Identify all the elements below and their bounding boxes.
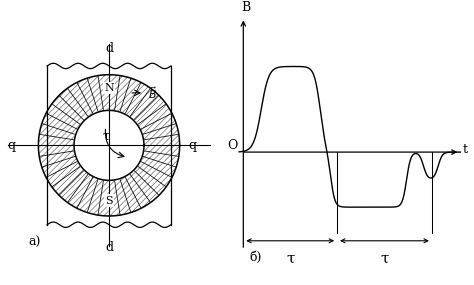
Text: d: d — [105, 42, 113, 54]
Text: t: t — [463, 142, 467, 156]
Text: B: B — [241, 1, 250, 15]
Text: б): б) — [250, 251, 262, 264]
Text: S: S — [105, 196, 113, 205]
Text: q: q — [188, 139, 197, 152]
Text: O: O — [228, 139, 238, 152]
Text: τ: τ — [286, 252, 294, 266]
Text: d: d — [105, 241, 113, 254]
Text: N: N — [104, 83, 114, 93]
Text: q: q — [8, 139, 16, 152]
Text: $\vec{B}$: $\vec{B}$ — [148, 85, 157, 101]
Text: τ: τ — [380, 252, 389, 266]
Text: τ: τ — [102, 130, 109, 143]
Text: а): а) — [29, 236, 41, 249]
Circle shape — [74, 110, 144, 180]
